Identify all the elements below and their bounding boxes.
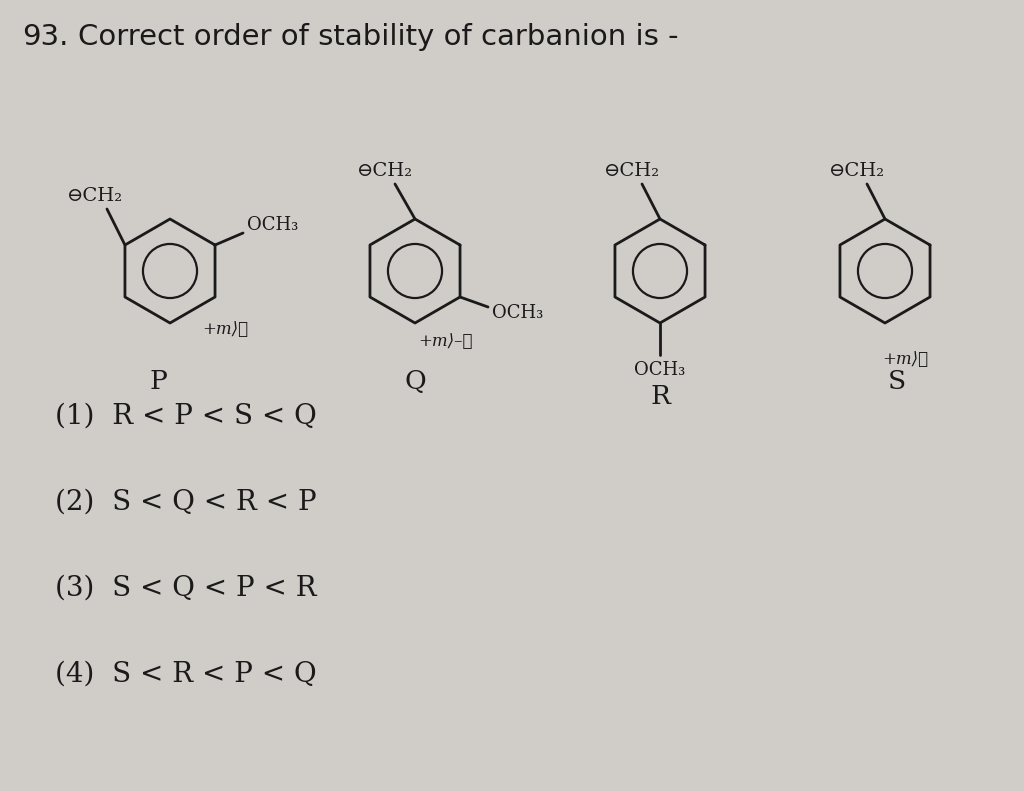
Text: Q: Q bbox=[404, 369, 426, 393]
Text: OCH₃: OCH₃ bbox=[493, 304, 544, 322]
Text: OCH₃: OCH₃ bbox=[635, 361, 686, 379]
Text: +m⟩✕: +m⟩✕ bbox=[882, 350, 928, 368]
Text: S: S bbox=[888, 369, 906, 393]
Text: 93.: 93. bbox=[22, 23, 69, 51]
Text: ⊖CH₂: ⊖CH₂ bbox=[67, 187, 123, 205]
Text: (1)  R < P < S < Q: (1) R < P < S < Q bbox=[55, 403, 316, 430]
Text: ⊖CH₂: ⊖CH₂ bbox=[604, 162, 660, 180]
Text: ⊖CH₂: ⊖CH₂ bbox=[829, 162, 885, 180]
Text: (3)  S < Q < P < R: (3) S < Q < P < R bbox=[55, 575, 316, 602]
Text: R: R bbox=[650, 384, 670, 408]
Text: (4)  S < R < P < Q: (4) S < R < P < Q bbox=[55, 661, 316, 688]
Text: ⊖CH₂: ⊖CH₂ bbox=[357, 162, 413, 180]
Text: P: P bbox=[150, 369, 167, 393]
Text: Correct order of stability of carbanion is -: Correct order of stability of carbanion … bbox=[78, 23, 679, 51]
Text: +m⟩✕: +m⟩✕ bbox=[202, 320, 248, 338]
Text: (2)  S < Q < R < P: (2) S < Q < R < P bbox=[55, 489, 316, 516]
Text: OCH₃: OCH₃ bbox=[247, 216, 298, 234]
Text: +m⟩–✕: +m⟩–✕ bbox=[418, 332, 472, 350]
